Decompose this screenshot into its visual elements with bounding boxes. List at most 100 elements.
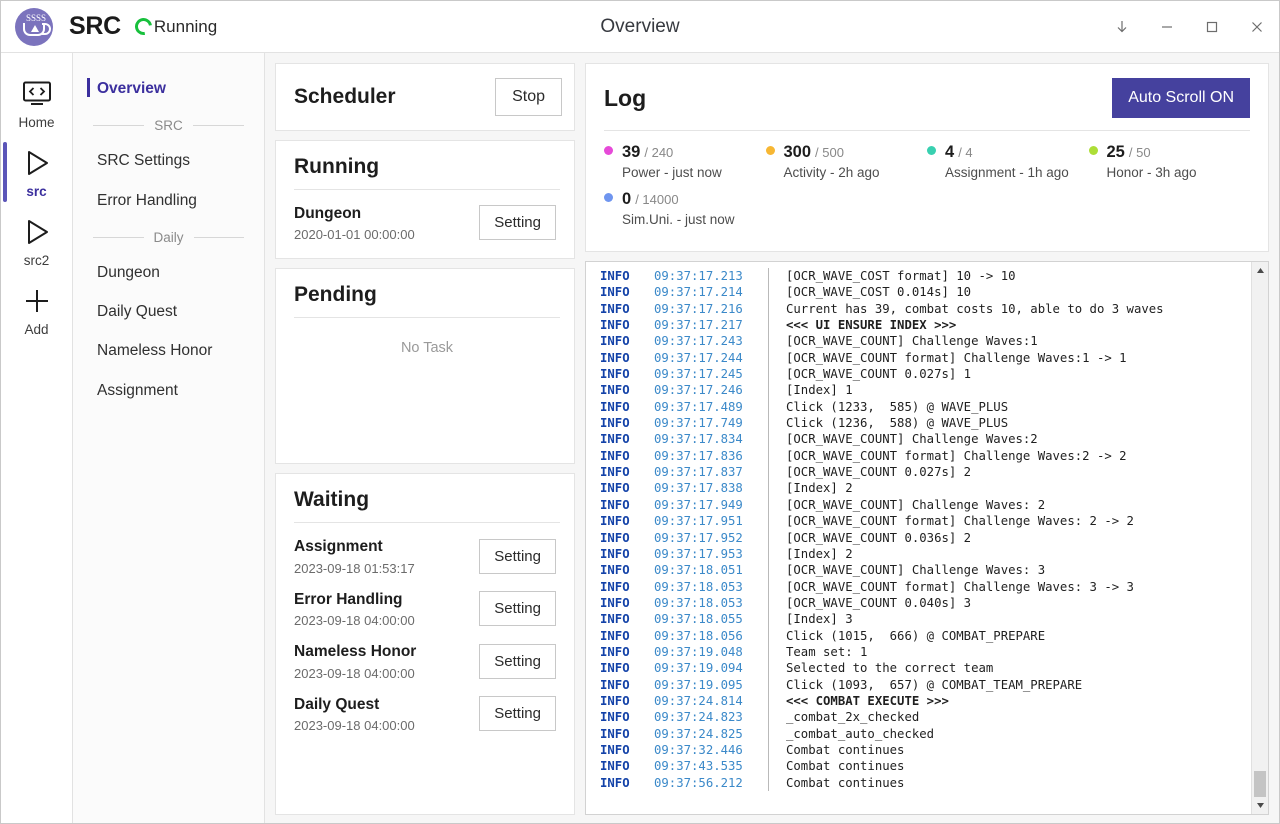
log-divider [768, 464, 778, 481]
log-divider [768, 480, 778, 497]
sidebar-item-label: Nameless Honor [97, 342, 213, 360]
sidebar-item-error-handling[interactable]: Error Handling [73, 181, 264, 220]
log-message: [OCR_WAVE_COUNT 0.027s] 1 [786, 367, 972, 382]
auto-scroll-toggle-button[interactable]: Auto Scroll ON [1112, 78, 1250, 118]
sidebar-item-dungeon[interactable]: Dungeon [73, 253, 264, 292]
task-time: 2023-09-18 01:53:17 [294, 560, 415, 576]
minimize-to-tray-button[interactable] [1099, 1, 1144, 53]
task-info: Nameless Honor 2023-09-18 04:00:00 [294, 641, 416, 680]
log-lines-container[interactable]: INFO 09:37:17.213 [OCR_WAVE_COST format] 1… [586, 262, 1251, 814]
caret-down-icon[interactable] [1252, 797, 1268, 814]
stat-label: Assignment - 1h ago [945, 165, 1069, 180]
task-setting-button[interactable]: Setting [479, 538, 556, 574]
sidebar-item-label: SRC Settings [97, 152, 191, 170]
console-scrollbar[interactable] [1251, 262, 1268, 814]
maximize-button[interactable] [1189, 1, 1234, 53]
log-divider [768, 284, 778, 301]
minimize-button[interactable] [1144, 1, 1189, 53]
log-level: INFO [600, 399, 630, 414]
rail-item-src2[interactable]: src2 [1, 205, 73, 274]
log-message: <<< UI ENSURE INDEX >>> [786, 318, 957, 333]
stat-value-row: 4/ 4 [927, 143, 1089, 162]
log-line: INFO 09:37:17.243 [OCR_WAVE_COUNT] Challen… [586, 333, 1251, 350]
nav-group-header-src: SRC [73, 108, 264, 141]
log-timestamp: 09:37:17.214 [654, 285, 743, 300]
sidebar-item-label: Assignment [97, 381, 178, 399]
log-level: INFO [600, 432, 630, 447]
divider [294, 317, 560, 319]
log-timestamp: 09:37:17.244 [654, 350, 743, 365]
log-message: [OCR_WAVE_COUNT] Challenge Waves: 2 [786, 497, 1046, 512]
scheduler-card: Scheduler Stop [275, 63, 575, 131]
log-level: INFO [600, 416, 630, 431]
log-title: Log [604, 84, 647, 111]
stat-dot-icon [604, 193, 613, 202]
log-divider [768, 415, 778, 432]
sidebar-item-overview[interactable]: Overview [73, 69, 264, 108]
stat-label: Activity - 2h ago [783, 165, 880, 180]
log-divider [768, 660, 778, 677]
rail-label-src: src [26, 184, 47, 199]
task-name: Nameless Honor [294, 643, 417, 661]
stat-value: 39 [622, 143, 641, 161]
log-divider [768, 349, 778, 367]
waiting-title: Waiting [294, 488, 370, 512]
task-time: 2023-09-18 04:00:00 [294, 665, 415, 681]
log-level: INFO [600, 514, 630, 529]
log-line: INFO 09:37:17.213 [OCR_WAVE_COST format] 1… [586, 268, 1251, 285]
log-divider [768, 366, 778, 383]
close-button[interactable] [1234, 1, 1279, 53]
sidebar-item-label: Dungeon [97, 263, 160, 281]
task-setting-button[interactable]: Setting [479, 643, 556, 679]
log-divider [768, 594, 778, 612]
stop-button[interactable]: Stop [495, 78, 562, 116]
stat-value: 300 [783, 143, 812, 161]
rail-item-add[interactable]: Add [1, 274, 73, 343]
stat-item: 39/ 240 Power - just now [604, 143, 766, 190]
log-timestamp: 09:37:19.048 [654, 644, 743, 659]
caret-up-icon[interactable] [1252, 262, 1268, 279]
sidebar-item-daily-quest[interactable]: Daily Quest [73, 292, 264, 331]
log-divider [768, 268, 778, 285]
log-message: Team set: 1 [786, 644, 868, 659]
divider [294, 189, 560, 190]
scheduler-column: Scheduler Stop Running Dungeon 2020-01-01… [265, 53, 585, 823]
log-message: Selected to the correct team [786, 661, 994, 676]
stat-max: / 500 [815, 145, 844, 160]
log-level: INFO [600, 742, 630, 757]
window-controls [1099, 1, 1279, 53]
log-timestamp: 09:37:17.213 [654, 269, 743, 283]
log-line: INFO 09:37:19.048 Team set: 1 [586, 643, 1251, 661]
log-divider [768, 513, 778, 530]
stat-label: Sim.Uni. - just now [622, 212, 735, 227]
log-line: INFO 09:37:17.489 Click (1233, 585) @ WAVE… [586, 398, 1251, 416]
log-divider [768, 398, 778, 416]
rail-item-src[interactable]: src [1, 136, 73, 205]
rail-item-home[interactable]: Home [1, 67, 73, 136]
scrollbar-track[interactable] [1252, 279, 1268, 797]
sidebar-item-assignment[interactable]: Assignment [73, 371, 264, 410]
log-message: [OCR_WAVE_COUNT 0.040s] 3 [786, 595, 972, 610]
divider-left [93, 236, 144, 238]
log-divider [768, 627, 778, 644]
run-status-label: Running [153, 16, 218, 36]
rail-label-src2: src2 [23, 253, 50, 268]
log-line: INFO 09:37:17.837 [OCR_WAVE_COUNT 0.027s] … [586, 464, 1251, 481]
code-monitor-icon [22, 75, 52, 113]
log-timestamp: 09:37:17.953 [654, 546, 743, 561]
log-timestamp: 09:37:17.243 [654, 334, 743, 349]
spinner-icon [131, 14, 156, 39]
task-setting-button[interactable]: Setting [479, 591, 556, 627]
stat-max: / 4 [958, 145, 973, 160]
stat-value: 4 [945, 143, 955, 161]
task-name: Error Handling [294, 590, 403, 608]
stat-dot-icon [604, 146, 613, 155]
task-setting-button[interactable]: Setting [479, 205, 556, 241]
sidebar-item-src-settings[interactable]: SRC Settings [73, 141, 264, 180]
log-timestamp: 09:37:17.838 [654, 481, 743, 496]
scrollbar-thumb[interactable] [1254, 771, 1266, 797]
pending-card: Pending No Task [275, 268, 575, 465]
task-setting-button[interactable]: Setting [479, 696, 556, 732]
log-timestamp: 09:37:56.212 [654, 775, 743, 790]
sidebar-item-nameless-honor[interactable]: Nameless Honor [73, 331, 264, 370]
